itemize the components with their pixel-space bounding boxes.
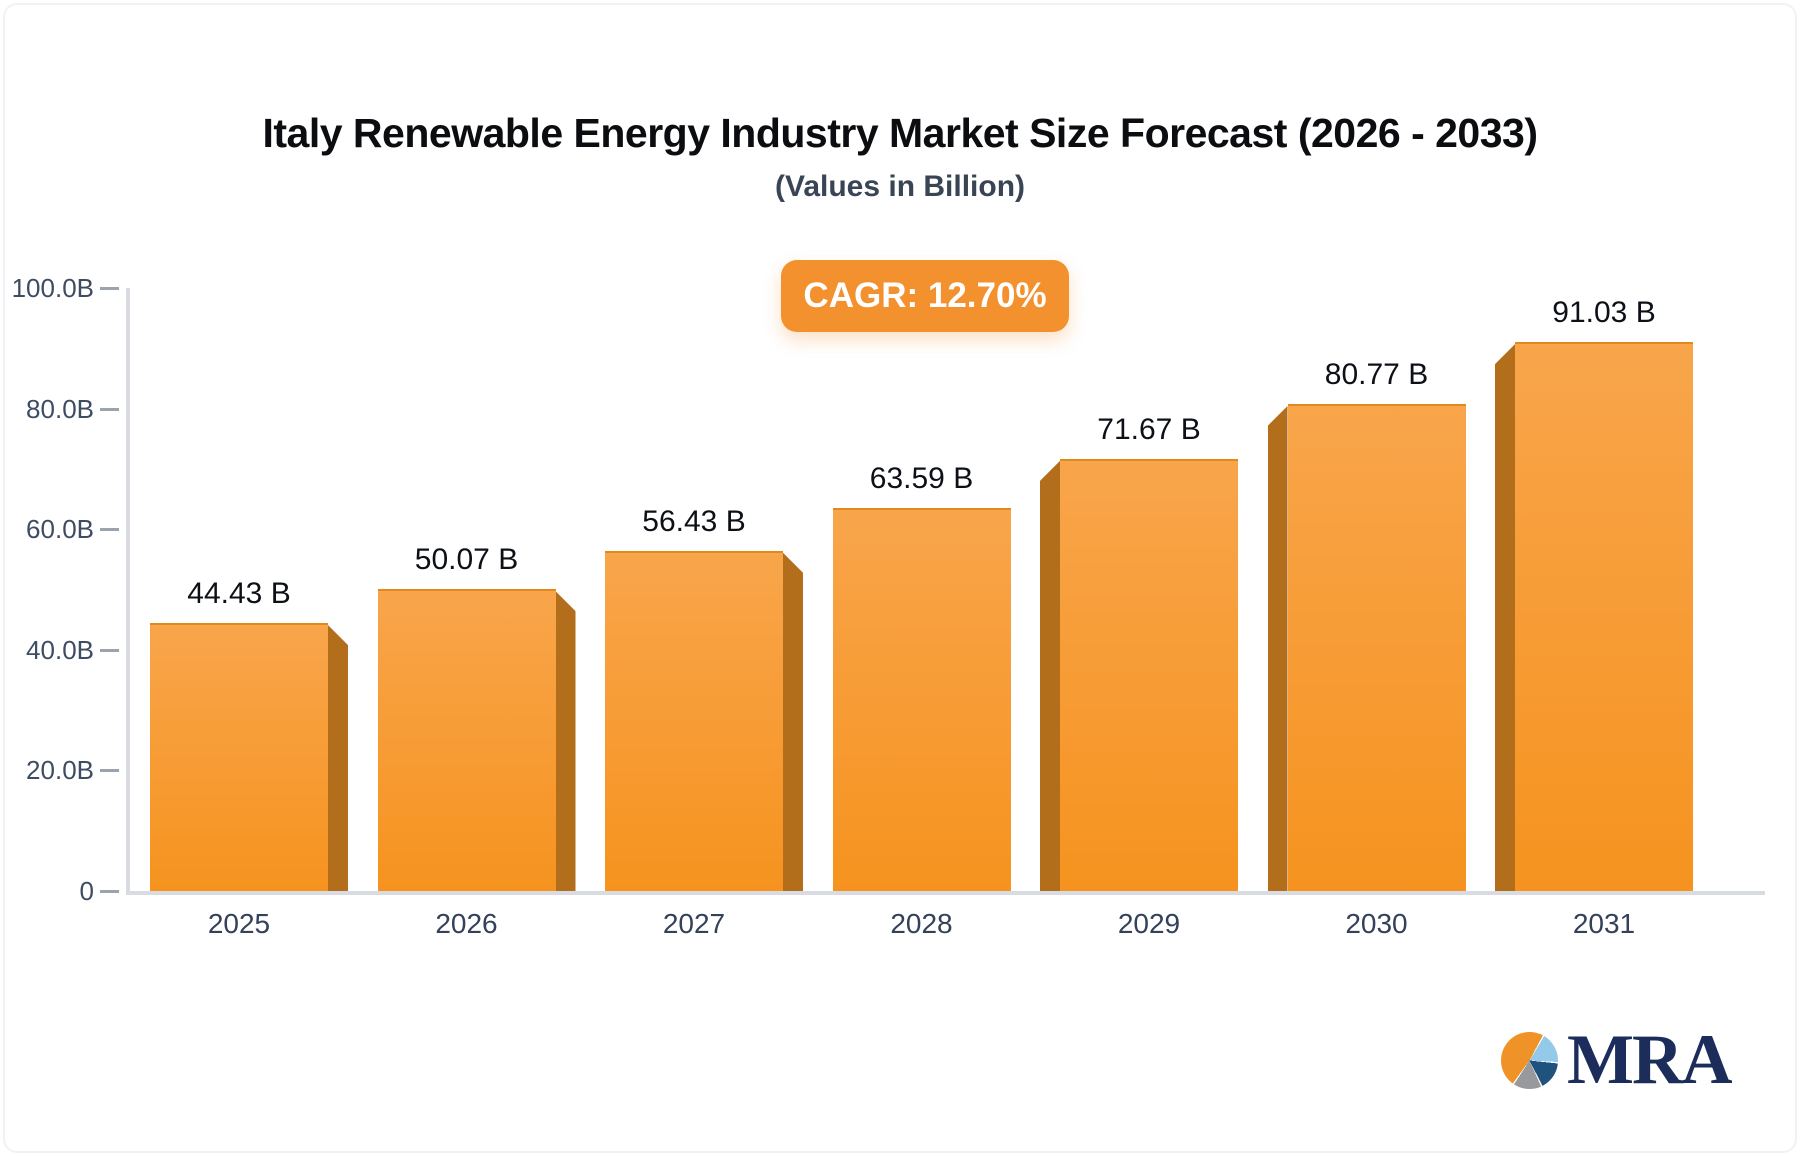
bar-side-face	[1495, 344, 1515, 891]
y-axis-tick-label: 100.0B	[11, 273, 94, 303]
bar-side-face	[1267, 405, 1288, 891]
bar-2031[interactable]	[1515, 342, 1693, 891]
y-axis-tick	[100, 769, 119, 773]
bar-value-label: 56.43 B	[642, 504, 746, 538]
y-axis-line	[126, 288, 130, 895]
y-axis-tick-label: 40.0B	[26, 634, 94, 665]
pie-chart-logo-icon	[1501, 1032, 1558, 1089]
y-axis-tick-label: 60.0B	[26, 514, 94, 545]
cagr-badge: CAGR: 12.70%	[781, 260, 1069, 332]
bar-value-label: 63.59 B	[869, 461, 974, 495]
mra-logo: MRA	[1501, 1021, 1733, 1099]
bar-2025[interactable]	[150, 623, 328, 891]
bar-value-label: 44.43 B	[187, 577, 291, 611]
bar-value-label: 80.77 B	[1324, 357, 1429, 391]
logo-text: MRA	[1567, 1021, 1733, 1099]
y-axis-tick	[100, 287, 119, 290]
bar-side-face	[783, 552, 803, 891]
bar-2027[interactable]	[605, 550, 783, 891]
bar-2026[interactable]	[377, 589, 556, 891]
y-axis-tick	[100, 648, 119, 652]
chart-subtitle: (Values in Billion)	[774, 170, 1026, 203]
x-axis-label: 2026	[435, 908, 498, 939]
chart-title: Italy Renewable Energy Industry Market S…	[262, 110, 1538, 156]
bar-side-face	[555, 591, 576, 891]
bar-2028[interactable]	[832, 507, 1011, 891]
y-axis-tick	[100, 890, 119, 893]
x-axis-label: 2030	[1345, 908, 1408, 939]
bar-side-face	[1040, 460, 1060, 891]
x-axis-label: 2031	[1572, 908, 1636, 939]
y-axis-tick	[100, 407, 119, 411]
bar-value-label: 50.07 B	[414, 543, 519, 577]
x-axis-label: 2029	[1117, 908, 1181, 939]
x-axis-label: 2025	[207, 908, 271, 939]
y-axis-tick	[100, 528, 119, 532]
bar-2030[interactable]	[1287, 403, 1466, 891]
x-axis-label: 2028	[890, 908, 953, 939]
bar-value-label: 91.03 B	[1552, 296, 1656, 330]
bar-2029[interactable]	[1060, 458, 1238, 891]
y-axis-tick-label: 20.0B	[26, 755, 94, 786]
x-axis-line	[126, 891, 1765, 895]
bar-value-label: 71.67 B	[1097, 412, 1201, 446]
x-axis-label: 2027	[662, 908, 726, 939]
y-axis-tick-label: 80.0B	[26, 393, 94, 424]
bar-side-face	[328, 625, 348, 891]
y-axis-tick-label: 0	[79, 876, 94, 906]
